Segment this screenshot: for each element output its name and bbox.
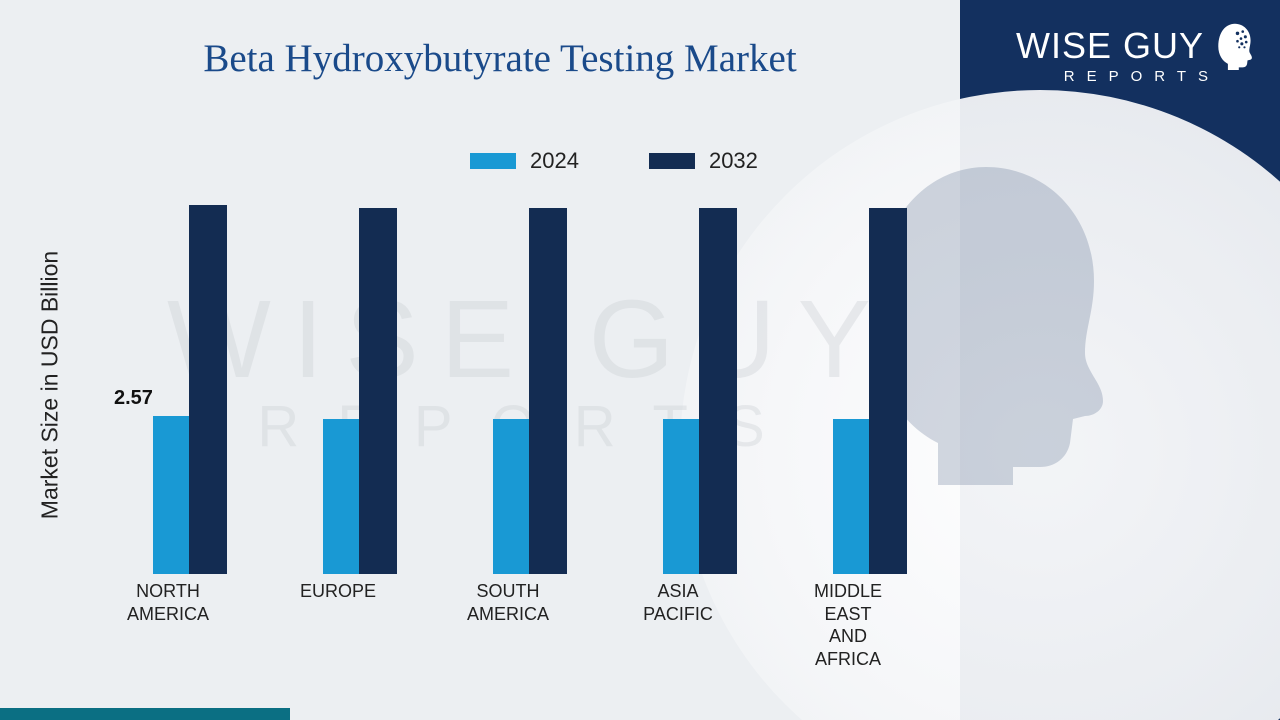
logo-main-text: WISE GUY [1016,25,1204,67]
legend-label: 2024 [530,148,579,174]
x-label: SOUTHAMERICA [438,580,578,625]
brand-logo: WISE GUY REPORTS [998,22,1258,85]
x-label: NORTHAMERICA [98,580,238,625]
chart-area: Market Size in USD Billion 2.57 NORTHAME… [100,175,980,595]
x-label: EUROPE [268,580,408,603]
legend-item: 2024 [470,148,579,174]
bar [323,419,361,574]
plot-area: 2.57 [120,175,980,575]
bar [153,416,191,574]
bar [493,419,531,574]
bar-group [300,208,420,574]
legend: 2024 2032 [470,148,758,174]
bar-group [640,208,760,574]
page-title: Beta Hydroxybutyrate Testing Market [70,36,930,81]
x-axis-labels: NORTHAMERICAEUROPESOUTHAMERICAASIAPACIFI… [120,580,980,700]
legend-swatch [470,153,516,169]
legend-label: 2032 [709,148,758,174]
bar [833,419,871,574]
value-label: 2.57 [114,387,153,410]
bar [663,419,701,574]
bar-group [810,208,930,574]
bar [189,205,227,574]
y-axis-label: Market Size in USD Billion [37,251,64,519]
bar-group [470,208,590,574]
bar [359,208,397,574]
logo-sub-text: REPORTS [998,68,1258,85]
legend-item: 2032 [649,148,758,174]
bar [699,208,737,574]
bar [529,208,567,574]
x-label: ASIAPACIFIC [608,580,748,625]
head-dots-icon [1210,22,1258,70]
bottom-accent-stripe [0,708,290,720]
legend-swatch [649,153,695,169]
bar [869,208,907,574]
x-label: MIDDLEEASTANDAFRICA [778,580,918,670]
